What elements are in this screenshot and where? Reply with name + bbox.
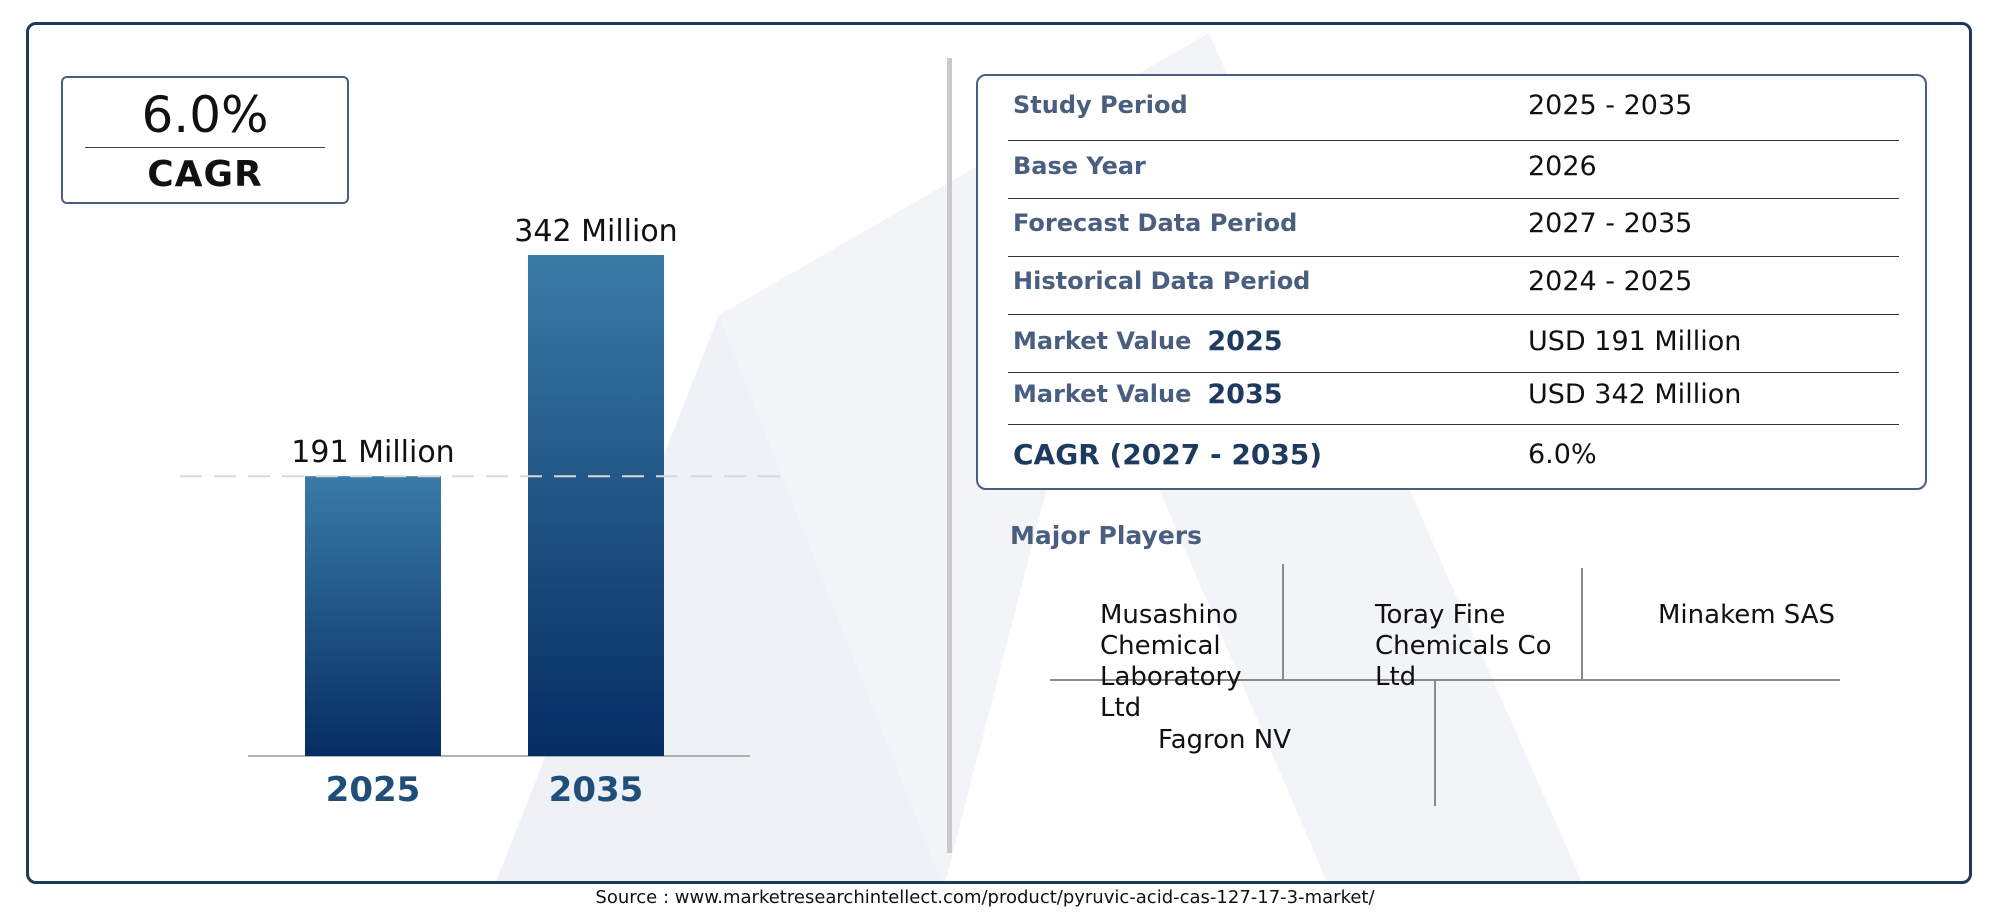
info-value: 6.0% [1528, 438, 1597, 470]
info-key: Forecast Data Period [1013, 209, 1298, 237]
bar-2035 [528, 255, 664, 756]
info-key-year: 2025 [1207, 325, 1283, 357]
info-row-historical-period: Historical Data Period 2024 - 2025 [1008, 252, 1899, 310]
cagr-label: CAGR [147, 154, 263, 195]
info-key: Study Period [1013, 91, 1188, 119]
info-key-year: 2035 [1207, 378, 1283, 410]
info-row-cagr: CAGR (2027 - 2035) 6.0% [1008, 425, 1899, 483]
row-divider [1008, 198, 1899, 199]
info-value: USD 191 Million [1528, 325, 1742, 357]
player-name: Fagron NV [1158, 725, 1292, 755]
bar-2025 [305, 476, 441, 756]
player-name: Minakem SAS [1658, 600, 1836, 630]
info-key-label: Market Value [1013, 380, 1192, 408]
vertical-divider [947, 58, 952, 853]
info-value: USD 342 Million [1528, 378, 1742, 410]
info-row-market-value-2035: Market Value 2035 USD 342 Million [1008, 365, 1899, 423]
bar-value-label: 191 Million [291, 435, 454, 470]
info-value: 2026 [1528, 150, 1597, 182]
info-value: 2025 - 2035 [1528, 89, 1693, 121]
row-divider [1008, 314, 1899, 315]
x-tick-label: 2035 [549, 770, 644, 810]
info-row-study-period: Study Period 2025 - 2035 [1008, 76, 1899, 134]
info-key: Market Value 2035 [1013, 365, 1283, 423]
info-key: CAGR (2027 - 2035) [1013, 437, 1323, 471]
info-row-market-value-2025: Market Value 2025 USD 191 Million [1008, 312, 1899, 370]
info-value: 2027 - 2035 [1528, 207, 1693, 239]
row-divider [1008, 256, 1899, 257]
player-divider [1050, 679, 1840, 681]
cagr-summary-box: 6.0% CAGR [61, 76, 349, 204]
player-name: Toray Fine Chemicals Co Ltd [1375, 600, 1552, 692]
info-row-forecast-period: Forecast Data Period 2027 - 2035 [1008, 194, 1899, 252]
market-info-table: Study Period 2025 - 2035 Base Year 2026 … [976, 74, 1927, 490]
info-key: Historical Data Period [1013, 267, 1311, 295]
source-note: Source : www.marketresearchintellect.com… [595, 887, 1375, 908]
row-divider [1008, 424, 1899, 425]
market-bar-chart: 191 Million 2025 342 Million 2035 [180, 214, 790, 810]
cagr-value: 6.0% [141, 86, 269, 144]
x-tick-label: 2025 [326, 770, 421, 810]
player-divider [1282, 564, 1284, 679]
row-divider [1008, 372, 1899, 373]
info-row-base-year: Base Year 2026 [1008, 137, 1899, 195]
player-divider [1434, 680, 1436, 806]
player-divider [1581, 568, 1583, 679]
major-players-heading: Major Players [1010, 521, 1202, 550]
info-key-label: Market Value [1013, 327, 1192, 355]
info-key: Market Value 2025 [1013, 312, 1283, 370]
info-value: 2024 - 2025 [1528, 265, 1693, 297]
player-name: Musashino Chemical Laboratory Ltd [1100, 600, 1242, 723]
info-key: Base Year [1013, 152, 1146, 180]
bar-value-label: 342 Million [514, 214, 677, 249]
cagr-rule [85, 147, 325, 148]
row-divider [1008, 140, 1899, 141]
